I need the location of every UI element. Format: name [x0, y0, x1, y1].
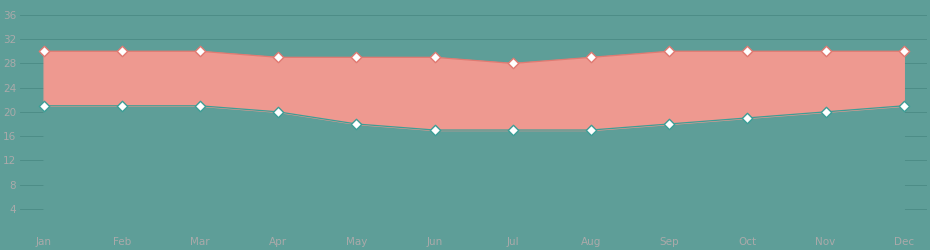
Point: [897, 49, 911, 53]
Point: [818, 49, 833, 53]
Point: [740, 49, 755, 53]
Point: [193, 49, 207, 53]
Point: [271, 55, 286, 59]
Point: [349, 55, 364, 59]
Point: [583, 55, 598, 59]
Point: [114, 49, 129, 53]
Point: [427, 128, 442, 132]
Point: [662, 49, 677, 53]
Point: [193, 104, 207, 108]
Point: [36, 104, 51, 108]
Point: [114, 104, 129, 108]
Point: [662, 122, 677, 126]
Point: [349, 122, 364, 126]
Point: [505, 62, 520, 66]
Point: [583, 128, 598, 132]
Point: [740, 116, 755, 120]
Point: [897, 104, 911, 108]
Point: [36, 49, 51, 53]
Point: [427, 55, 442, 59]
Point: [818, 110, 833, 114]
Point: [271, 110, 286, 114]
Point: [505, 128, 520, 132]
